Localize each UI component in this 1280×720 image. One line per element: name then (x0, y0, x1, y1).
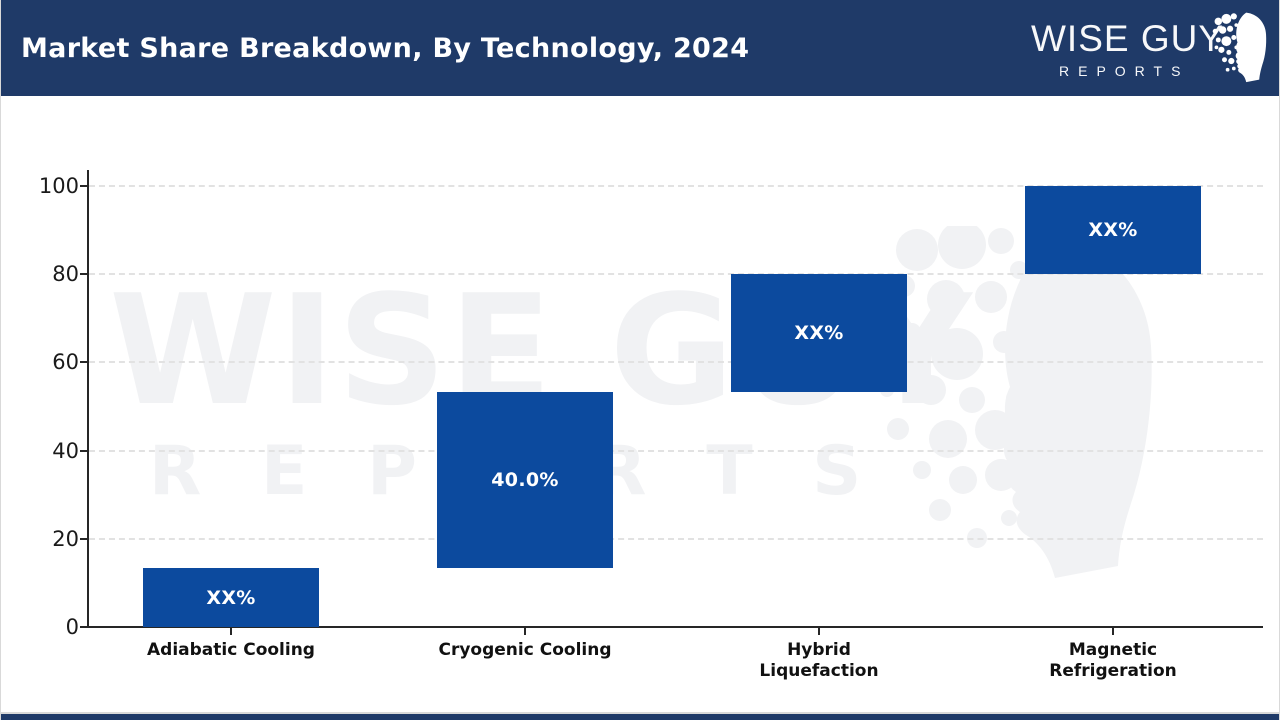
y-tick-mark (80, 185, 88, 187)
category-label: Hybrid Liquefaction (759, 640, 879, 682)
footer-bar (1, 712, 1279, 720)
wise-guy-logo: WISE GUY REPORTS (1007, 6, 1273, 90)
category-label: Cryogenic Cooling (438, 640, 612, 660)
x-tick-mark (818, 628, 820, 635)
y-tick-label: 80 (52, 262, 79, 287)
gridline (89, 361, 1263, 364)
bar: 40.0% (437, 391, 613, 569)
x-axis (87, 626, 1263, 628)
gridline (89, 537, 1263, 540)
bar-value-label: XX% (794, 322, 844, 345)
x-tick-mark (1112, 628, 1114, 635)
logo-wordmark: WISE GUY (1031, 18, 1225, 59)
y-tick-mark (80, 626, 88, 628)
bar: XX% (143, 568, 319, 627)
y-tick-mark (80, 361, 88, 364)
category-label: Adiabatic Cooling (147, 640, 315, 660)
y-axis (87, 170, 89, 628)
y-tick-mark (80, 273, 88, 276)
category-label: Magnetic Refrigeration (1049, 640, 1177, 682)
header-bar: Market Share Breakdown, By Technology, 2… (1, 0, 1279, 96)
y-tick-mark (80, 537, 88, 540)
logo-head-icon (1212, 12, 1267, 83)
gridline (89, 273, 1263, 276)
gridline (89, 185, 1263, 187)
bar-value-label: XX% (206, 586, 256, 609)
bar: XX% (1025, 186, 1201, 275)
logo-reports: REPORTS (1059, 63, 1190, 79)
watermark-head-icon (880, 226, 1152, 578)
bar-value-label: 40.0% (491, 469, 559, 492)
x-tick-mark (230, 628, 232, 635)
y-tick-mark (80, 449, 88, 452)
bar: XX% (731, 274, 907, 392)
gridline (89, 449, 1263, 452)
y-tick-label: 40 (52, 438, 79, 463)
y-tick-label: 20 (52, 526, 79, 551)
y-tick-label: 100 (38, 174, 79, 198)
y-tick-label: 60 (52, 350, 79, 375)
bar-value-label: XX% (1088, 219, 1138, 242)
y-tick-label: 0 (65, 615, 79, 639)
x-tick-mark (524, 628, 526, 635)
chart-title: Market Share Breakdown, By Technology, 2… (21, 32, 750, 64)
